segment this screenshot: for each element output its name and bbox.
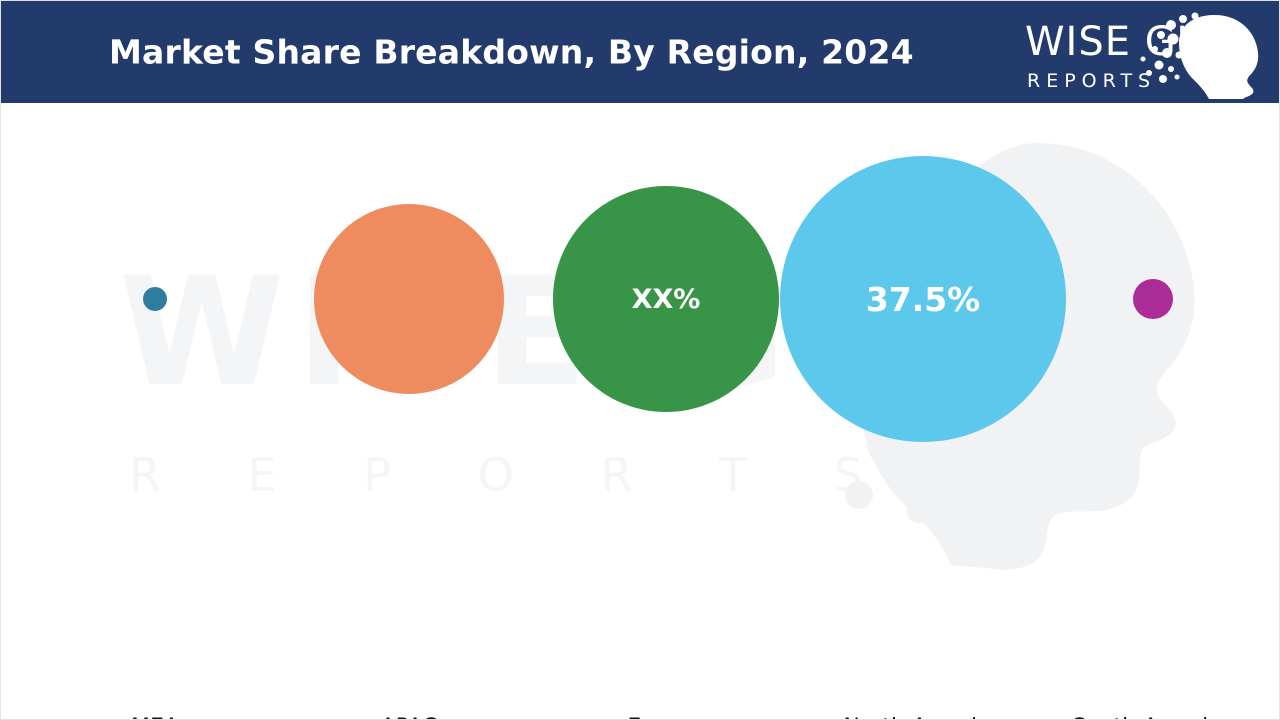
bubble-south-america[interactable] [1133,279,1173,319]
category-axis: MEA APAC Europe North America South Amer… [1,715,1279,719]
brand-logo: WISE GUY REPORTS [1019,7,1269,99]
logo-secondary-text: REPORTS [1027,70,1156,92]
bubble-europe[interactable]: XX% [553,186,779,412]
logo-head-profile-dots-icon [1140,12,1259,99]
category-label-mea: MEA [131,715,179,719]
bubble-label-europe: XX% [631,283,701,315]
page-title: Market Share Breakdown, By Region, 2024 [109,32,914,72]
category-label-apac: APAC [381,715,438,719]
category-label-north-america: North America [843,715,1002,719]
header-band: Market Share Breakdown, By Region, 2024 [1,1,1279,103]
logo-primary-text: WISE GUY [1025,19,1232,65]
category-label-south-america: South America [1072,715,1234,719]
category-label-europe: Europe [627,715,704,719]
bubble-apac[interactable] [314,204,504,394]
bubble-label-north-america: 37.5% [865,279,981,319]
bubble-mea[interactable] [143,287,167,311]
bubble-north-america[interactable]: 37.5% [780,156,1066,442]
bubble-plot-area: XX% 37.5% MEA APAC Europe North America … [1,103,1279,719]
